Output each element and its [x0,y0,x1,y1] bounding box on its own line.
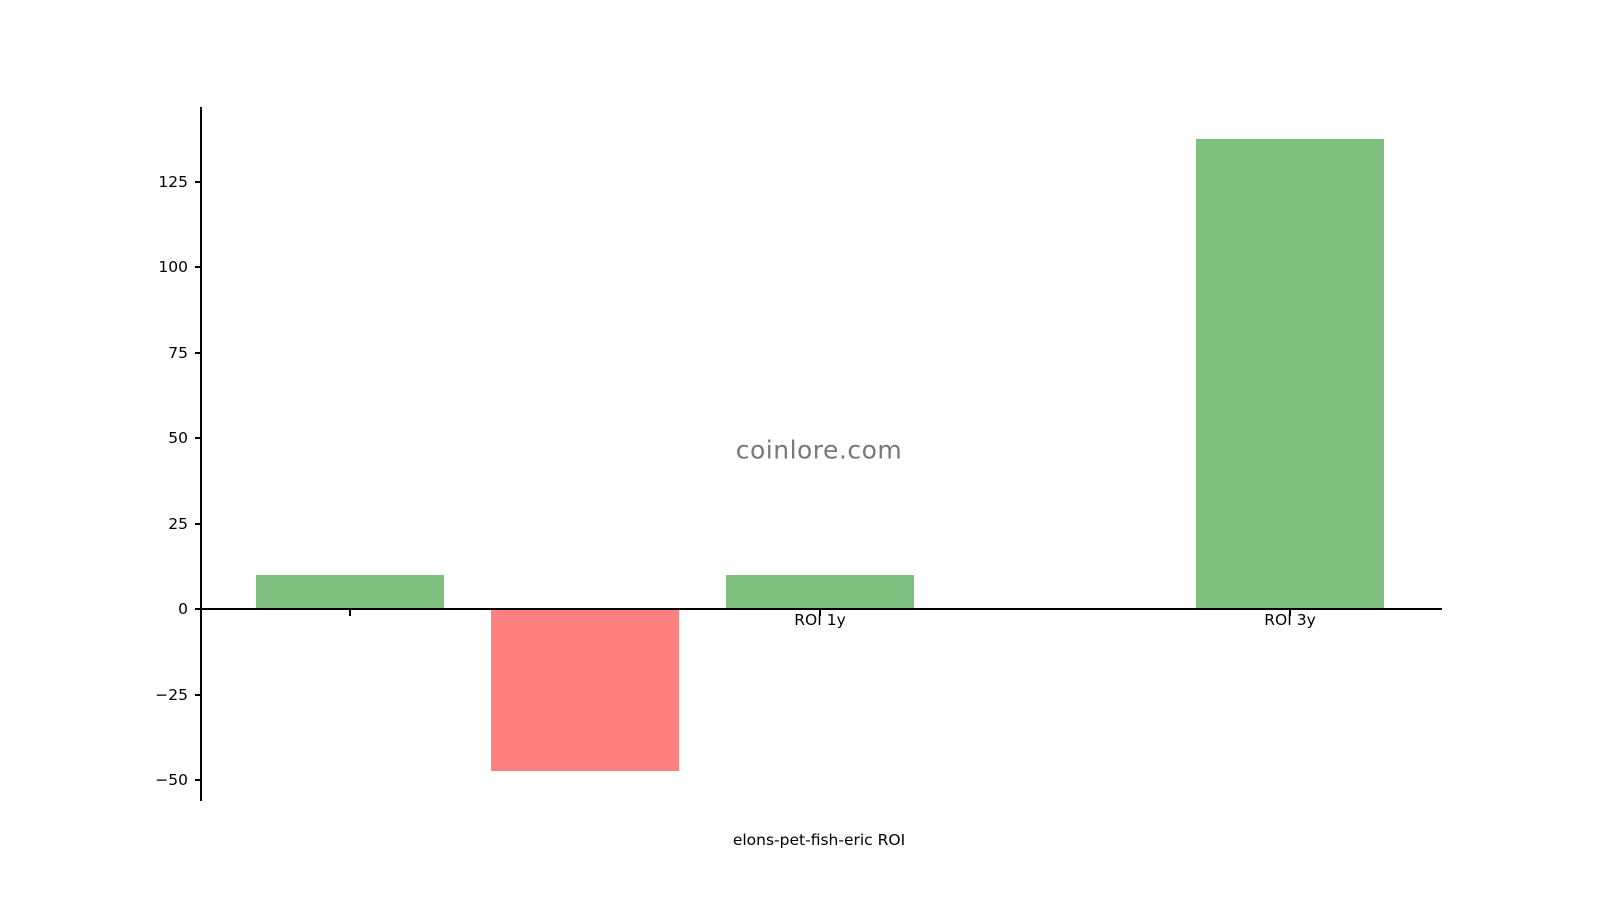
bar-roi-3y [1196,139,1384,609]
x-axis-title: elons-pet-fish-eric ROI [732,831,906,849]
y-tick-label: 125 [158,172,188,191]
y-tick-mark [195,522,201,525]
y-tick-label: 75 [168,343,188,362]
y-tick-mark [195,266,201,268]
watermark-text: coinlore.com [735,435,903,465]
x-tick-mark [819,610,821,616]
x-tick-label: ROI 1y [794,611,846,629]
y-tick-mark [195,351,201,354]
y-axis-line [200,107,202,801]
bar-unlabeled-0 [256,574,444,609]
x-tick-label: ROI 3y [1264,611,1316,629]
bar-unlabeled-1 [491,610,679,771]
y-tick-label: 0 [178,600,188,618]
y-tick-mark [195,779,201,781]
bar-roi-1y [726,574,914,609]
y-tick-mark [195,693,201,696]
x-axis-zero-line [199,608,1442,610]
y-tick-label: 50 [168,429,188,447]
y-tick-label: 100 [158,258,188,276]
x-tick-mark [349,610,351,616]
x-tick-mark [1289,610,1291,616]
y-tick-label: −50 [155,771,188,789]
y-tick-mark [195,437,201,439]
y-tick-mark [195,608,201,610]
y-tick-mark [195,180,201,183]
y-tick-label: 25 [168,514,188,533]
y-tick-label: −25 [155,685,188,704]
